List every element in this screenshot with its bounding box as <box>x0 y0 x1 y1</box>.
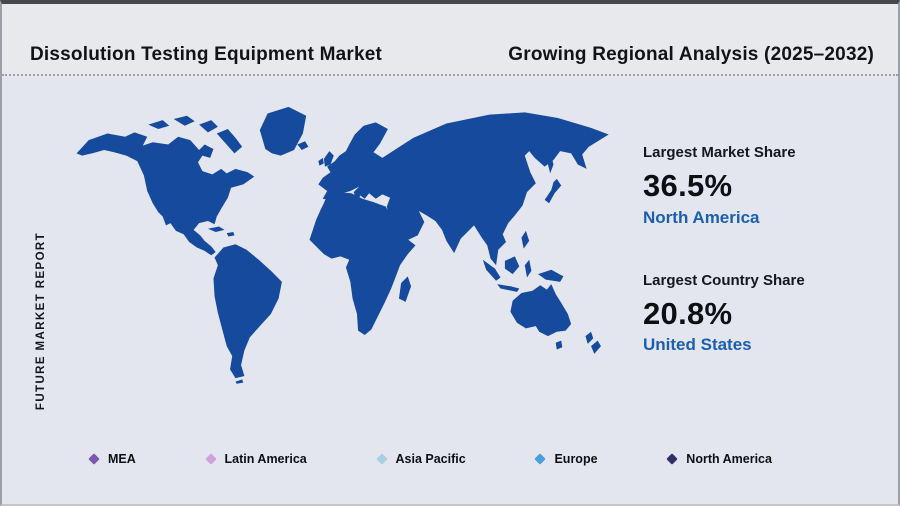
page-title-right: Growing Regional Analysis (2025–2032) <box>508 44 874 65</box>
legend-item-mea: MEA <box>88 452 136 466</box>
world-map <box>60 98 612 386</box>
diamond-icon <box>666 453 678 465</box>
stat-label: Largest Market Share <box>643 144 796 161</box>
stat-value: 36.5% <box>643 168 733 203</box>
stat-region: North America <box>643 207 760 227</box>
legend-item-europe: Europe <box>534 452 598 466</box>
diamond-icon <box>534 453 547 465</box>
header-bar: Dissolution Testing Equipment Market Gro… <box>2 4 898 76</box>
diamond-icon <box>204 453 217 465</box>
legend-label: Asia Pacific <box>395 452 466 466</box>
diamond-icon <box>375 453 388 465</box>
diamond-icon <box>88 453 100 465</box>
legend-label: MEA <box>108 452 136 466</box>
legend-item-north-america: North America <box>666 452 772 466</box>
stat-market-share: Largest Market Share 36.5% North America <box>643 144 893 228</box>
stat-country-share: Largest Country Share 20.8% United State… <box>643 272 893 356</box>
legend-item-latin-america: Latin America <box>204 452 307 466</box>
stats-column: Largest Market Share 36.5% North America… <box>643 144 893 399</box>
legend-label: Europe <box>554 452 598 466</box>
stat-value: 20.8% <box>643 295 733 331</box>
legend-label: North America <box>686 452 772 466</box>
stat-label: Largest Country Share <box>643 271 805 289</box>
world-map-svg <box>76 106 609 384</box>
page-title-left: Dissolution Testing Equipment Market <box>30 44 383 65</box>
legend-label: Latin America <box>224 452 307 466</box>
stat-region: United States <box>643 335 752 355</box>
legend-item-asia-pacific: Asia Pacific <box>375 452 466 466</box>
brand-watermark: FUTURE MARKET REPORT <box>35 231 47 411</box>
legend: MEA Latin America Asia Pacific Europe No… <box>88 448 772 470</box>
